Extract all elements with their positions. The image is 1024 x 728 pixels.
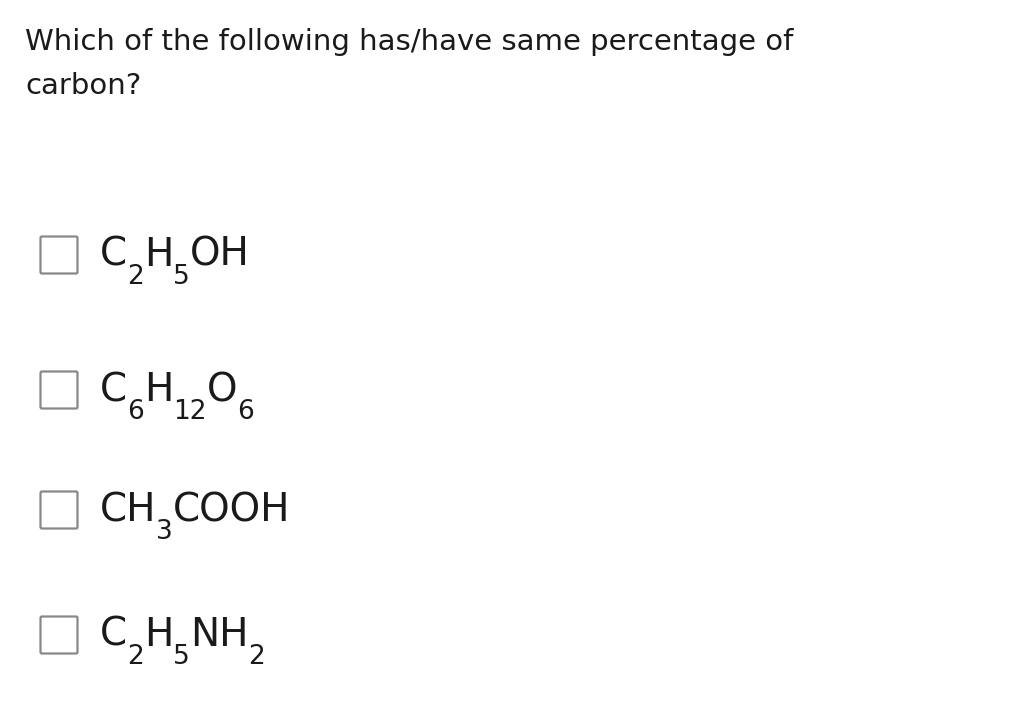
Text: 2: 2 [127,644,144,670]
Text: NH: NH [190,616,249,654]
Text: 5: 5 [173,644,190,670]
FancyBboxPatch shape [41,237,78,274]
Text: H: H [144,371,173,409]
Text: COOH: COOH [173,491,291,529]
FancyBboxPatch shape [41,371,78,408]
Text: 3: 3 [157,519,173,545]
Text: H: H [144,616,173,654]
Text: 2: 2 [127,264,144,290]
Text: C: C [100,236,127,274]
Text: 12: 12 [173,399,207,425]
Text: C: C [100,371,127,409]
Text: 2: 2 [249,644,265,670]
FancyBboxPatch shape [41,617,78,654]
FancyBboxPatch shape [41,491,78,529]
Text: Which of the following has/have same percentage of: Which of the following has/have same per… [25,28,794,56]
Text: 6: 6 [127,399,144,425]
Text: C: C [100,616,127,654]
Text: CH: CH [100,491,157,529]
Text: 5: 5 [173,264,190,290]
Text: OH: OH [190,236,250,274]
Text: 6: 6 [238,399,254,425]
Text: O: O [207,371,238,409]
Text: H: H [144,236,173,274]
Text: carbon?: carbon? [25,72,141,100]
